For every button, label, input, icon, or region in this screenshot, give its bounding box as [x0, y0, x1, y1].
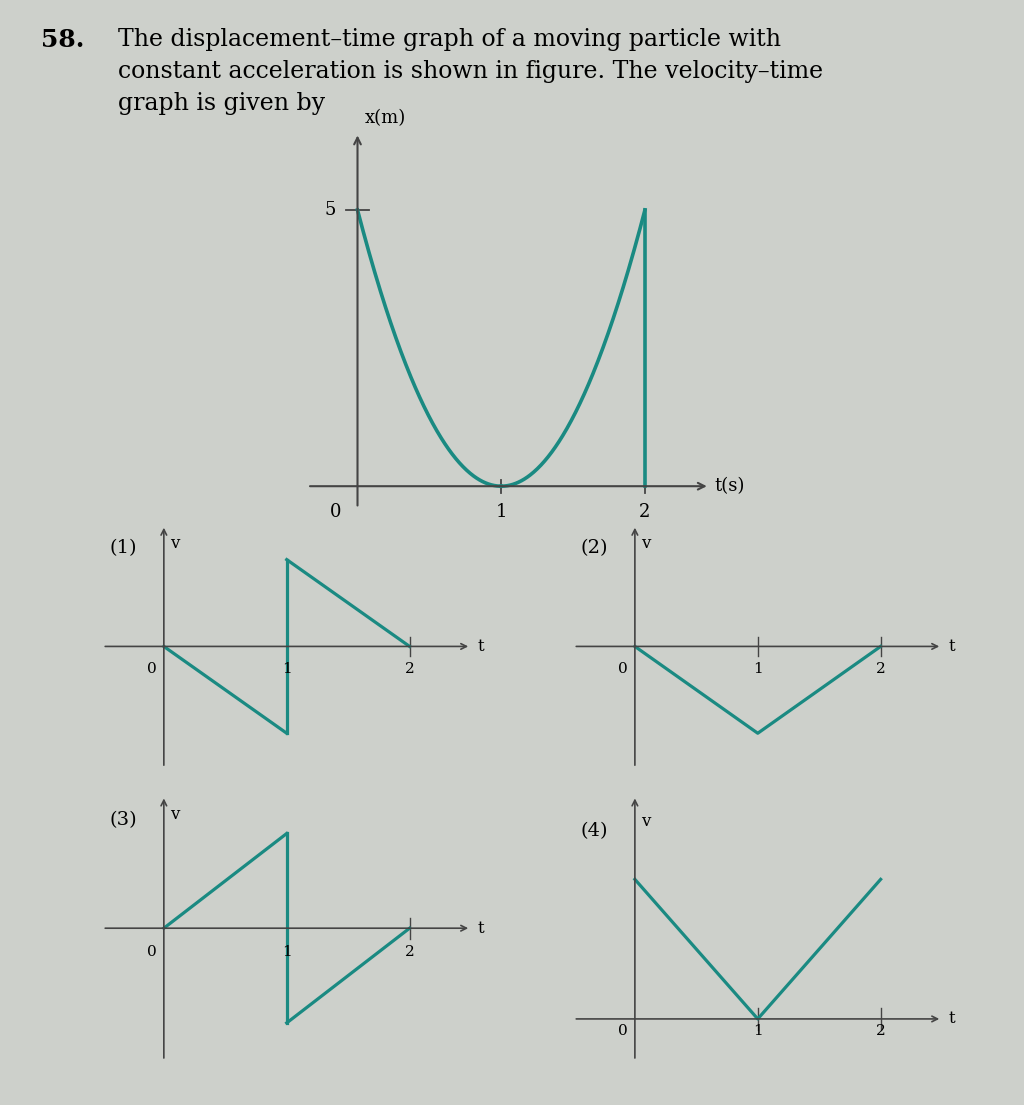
Text: 2: 2: [876, 662, 886, 676]
Text: 0: 0: [146, 662, 157, 676]
Text: (4): (4): [581, 822, 608, 841]
Text: t(s): t(s): [714, 477, 744, 495]
Text: 1: 1: [753, 1024, 763, 1039]
Text: t: t: [948, 638, 954, 655]
Text: t: t: [477, 919, 483, 937]
Text: 2: 2: [404, 662, 415, 676]
Text: 0: 0: [617, 1024, 628, 1039]
Text: 1: 1: [282, 662, 292, 676]
Text: 2: 2: [876, 1024, 886, 1039]
Text: 5: 5: [325, 201, 336, 219]
Text: The displacement–time graph of a moving particle with
constant acceleration is s: The displacement–time graph of a moving …: [118, 28, 823, 115]
Text: (3): (3): [110, 811, 137, 830]
Text: 1: 1: [496, 503, 507, 520]
Text: v: v: [641, 535, 650, 551]
Text: t: t: [948, 1010, 954, 1028]
Text: 0: 0: [146, 946, 157, 959]
Text: 1: 1: [282, 946, 292, 959]
Text: 58.: 58.: [41, 28, 84, 52]
Text: 1: 1: [753, 662, 763, 676]
Text: v: v: [641, 813, 650, 831]
Text: 2: 2: [404, 946, 415, 959]
Text: t: t: [477, 638, 483, 655]
Text: x(m): x(m): [365, 109, 406, 127]
Text: (1): (1): [110, 539, 137, 557]
Text: v: v: [170, 807, 179, 823]
Text: 0: 0: [330, 503, 342, 520]
Text: 0: 0: [617, 662, 628, 676]
Text: 2: 2: [639, 503, 650, 520]
Text: (2): (2): [581, 539, 608, 557]
Text: v: v: [170, 535, 179, 551]
